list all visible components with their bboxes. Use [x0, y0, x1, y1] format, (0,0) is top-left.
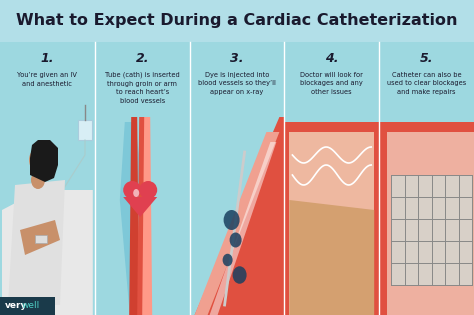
Polygon shape	[137, 117, 147, 315]
Polygon shape	[290, 200, 374, 315]
Ellipse shape	[133, 189, 139, 197]
Polygon shape	[123, 197, 157, 217]
Bar	[35, 235, 47, 243]
Text: 4.: 4.	[325, 51, 338, 65]
Text: 2.: 2.	[136, 51, 149, 65]
Text: Catheter can also be
used to clear blockages
and make repairs: Catheter can also be used to clear block…	[387, 72, 466, 95]
Ellipse shape	[415, 170, 443, 290]
Ellipse shape	[224, 210, 239, 230]
Polygon shape	[195, 132, 279, 315]
Polygon shape	[195, 117, 284, 315]
Text: You’re given an IV
and anesthetic: You’re given an IV and anesthetic	[18, 72, 77, 87]
Bar	[0, 0, 474, 42]
Polygon shape	[379, 122, 474, 315]
Text: 1.: 1.	[41, 51, 54, 65]
Text: Doctor will look for
blockages and any
other issues: Doctor will look for blockages and any o…	[301, 72, 363, 95]
Text: well: well	[22, 301, 40, 311]
Text: 3.: 3.	[230, 51, 244, 65]
Bar	[0, 297, 55, 315]
Ellipse shape	[233, 266, 246, 284]
Bar	[391, 175, 472, 285]
Polygon shape	[30, 140, 58, 182]
Text: Dye is injected into
blood vessels so they’ll
appear on x-ray: Dye is injected into blood vessels so th…	[198, 72, 276, 95]
Text: What to Expect During a Cardiac Catheterization: What to Expect During a Cardiac Catheter…	[16, 14, 458, 28]
Polygon shape	[284, 122, 379, 315]
Polygon shape	[290, 132, 374, 315]
Ellipse shape	[223, 254, 233, 266]
Polygon shape	[2, 190, 93, 315]
Bar	[0, 42, 474, 315]
Ellipse shape	[29, 146, 55, 174]
Text: 5.: 5.	[420, 51, 433, 65]
Ellipse shape	[229, 232, 242, 248]
Polygon shape	[20, 220, 60, 255]
Polygon shape	[120, 122, 150, 315]
Ellipse shape	[123, 181, 141, 199]
Ellipse shape	[139, 181, 157, 199]
Text: very: very	[5, 301, 27, 311]
Polygon shape	[210, 142, 276, 315]
Polygon shape	[129, 117, 139, 315]
Polygon shape	[387, 132, 474, 315]
Polygon shape	[8, 180, 65, 305]
Bar	[78, 120, 92, 140]
Text: Tube (cath) is inserted
through groin or arm
to reach heart’s
blood vessels: Tube (cath) is inserted through groin or…	[105, 72, 180, 104]
Polygon shape	[142, 117, 152, 315]
Ellipse shape	[44, 158, 48, 162]
Ellipse shape	[31, 171, 45, 189]
